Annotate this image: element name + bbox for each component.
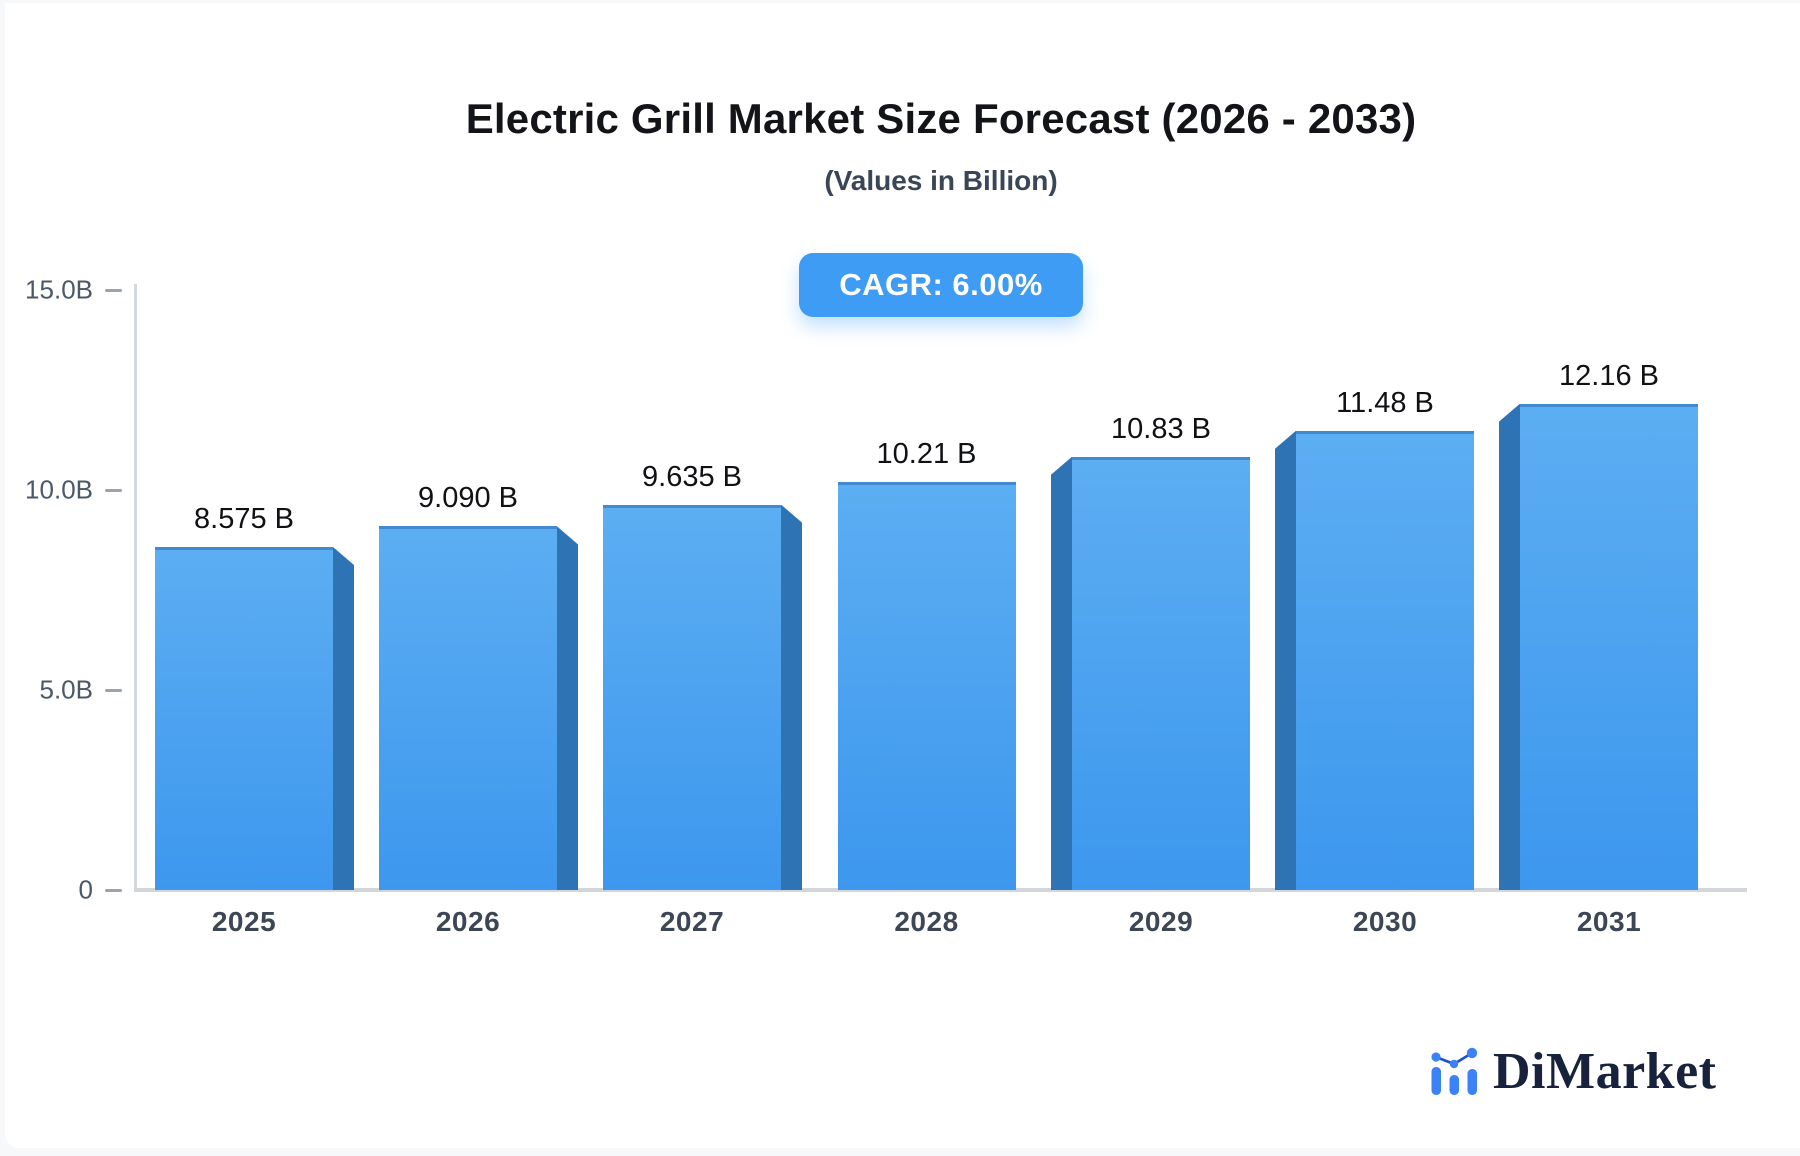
y-axis-line <box>134 284 137 890</box>
chart-subtitle: (Values in Billion) <box>824 165 1058 196</box>
x-tick-label-2029: 2029 <box>1128 906 1194 937</box>
x-tick-label-2031: 2031 <box>1576 906 1642 937</box>
chart-header: Electric Grill Market Size Forecast (202… <box>135 95 1747 197</box>
x-axis-baseline <box>134 888 1747 892</box>
x-tick-label-2030: 2030 <box>1352 906 1418 937</box>
bar-body <box>1296 430 1474 890</box>
bar-body <box>837 481 1016 890</box>
bar-2025 <box>155 547 354 890</box>
bar-value-label: 9.635 B <box>642 460 742 493</box>
dimarket-logo: DiMarket <box>1429 1043 1717 1100</box>
chart-title: Electric Grill Market Size Forecast (202… <box>465 95 1417 142</box>
y-tick-dash <box>105 688 122 692</box>
bar-3d-face <box>1499 403 1520 890</box>
y-tick-dash <box>105 888 122 892</box>
bar-value-label: 10.83 B <box>1111 412 1211 445</box>
x-tick-label-2028: 2028 <box>894 906 959 937</box>
bar-2027 <box>603 504 802 890</box>
bar-value-label: 11.48 B <box>1336 386 1434 419</box>
bar-3d-face <box>1051 456 1072 890</box>
bar-body <box>1072 456 1250 890</box>
bar-value-label: 9.090 B <box>418 482 518 515</box>
bar-3d-face <box>781 504 802 890</box>
dimarket-logo-text: DiMarket <box>1493 1043 1717 1100</box>
bar-2030 <box>1275 430 1474 890</box>
y-tick-dash <box>105 488 122 492</box>
y-tick-label: 10.0B <box>25 474 93 505</box>
bar-3d-face <box>333 547 354 890</box>
chart-canvas: Electric Grill Market Size Forecast (202… <box>5 3 1800 1148</box>
y-tick-dash <box>105 288 122 292</box>
bar-value-label: 10.21 B <box>876 437 977 470</box>
x-tick-label-2027: 2027 <box>659 906 725 937</box>
bar-body <box>603 504 781 890</box>
bar-2029 <box>1051 456 1250 890</box>
bar-body <box>1520 403 1698 890</box>
chart-card: Electric Grill Market Size Forecast (202… <box>5 3 1800 1148</box>
bar-value-label: 12.16 B <box>1559 359 1659 392</box>
y-tick-label: 0 <box>78 874 93 905</box>
bar-2026 <box>379 526 578 890</box>
bar-3d-face <box>557 526 578 890</box>
bar-2031 <box>1499 403 1698 890</box>
bar-body <box>379 526 557 890</box>
bar-chart-logo-icon <box>1431 1047 1478 1095</box>
cagr-badge-wrap: CAGR: 6.00% <box>135 253 1747 317</box>
bar-body <box>155 547 333 890</box>
bar-3d-face <box>1275 430 1296 890</box>
x-tick-label-2025: 2025 <box>211 906 277 937</box>
bar-2028 <box>837 481 1016 890</box>
x-tick-label-2026: 2026 <box>435 906 501 937</box>
bar-value-label: 8.575 B <box>194 503 294 535</box>
y-tick-label: 5.0B <box>39 674 94 705</box>
y-tick-label: 15.0B <box>25 274 93 305</box>
cagr-badge: CAGR: 6.00% <box>799 253 1083 317</box>
